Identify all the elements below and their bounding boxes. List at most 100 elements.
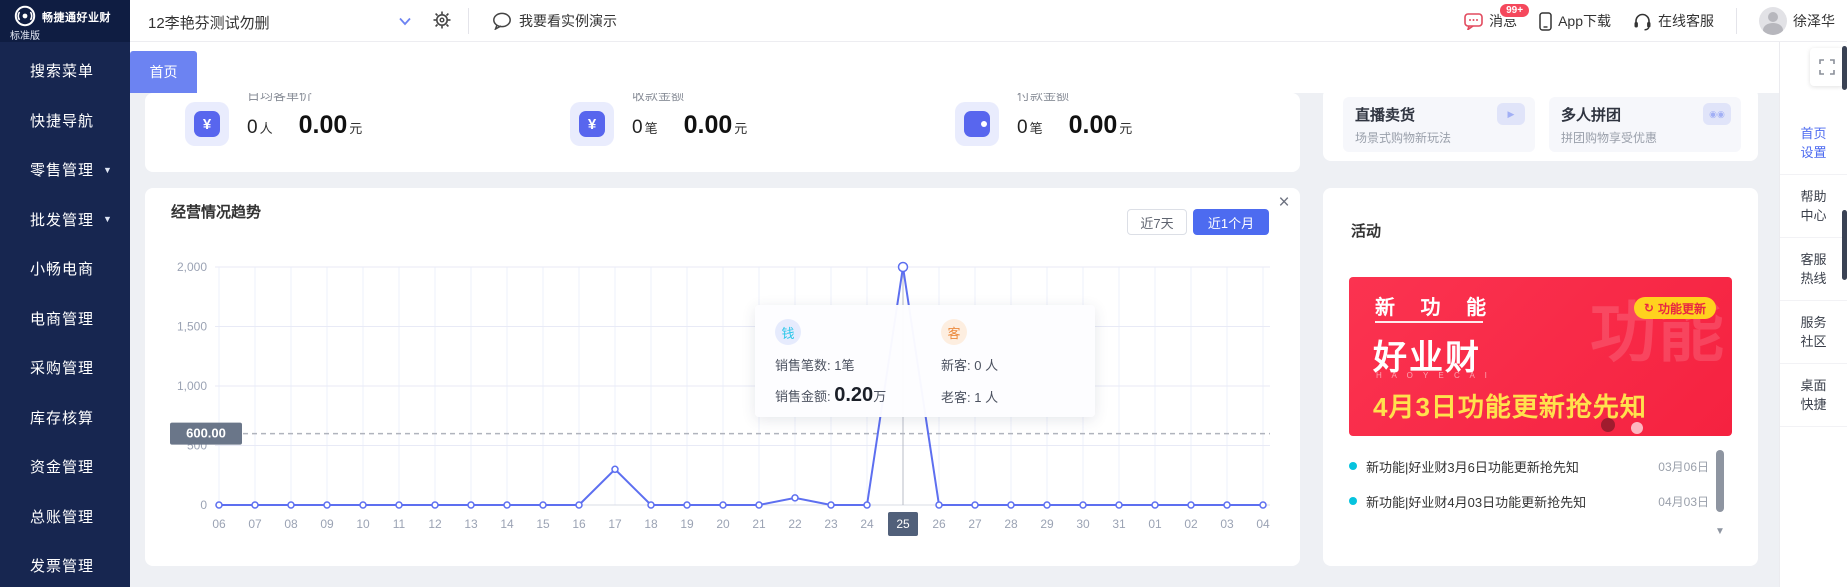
sidebar-item-搜索菜单[interactable]: 搜索菜单: [0, 46, 130, 96]
scroll-down-icon[interactable]: ▼: [1715, 526, 1725, 537]
banner-watermark: 功能: [1590, 295, 1726, 369]
stat-amount-unit: 元: [734, 121, 748, 136]
reference-value-tag: [170, 422, 242, 445]
right-nav-item-服务社区[interactable]: 服务 社区: [1780, 301, 1847, 364]
expand-icon[interactable]: [1810, 48, 1844, 86]
x-axis-tick-label: 23: [824, 517, 838, 531]
sidebar-item-label: 电商管理: [30, 310, 95, 328]
sidebar-item-总账管理[interactable]: 总账管理: [0, 492, 130, 542]
right-nav-item-桌面快捷[interactable]: 桌面 快捷: [1780, 364, 1847, 427]
sidebar-item-快捷导航[interactable]: 快捷导航: [0, 96, 130, 146]
range-7d-button[interactable]: 近7天: [1127, 209, 1187, 235]
sidebar-item-label: 发票管理: [30, 558, 95, 576]
messages-item[interactable]: 消息 99+: [1464, 2, 1532, 31]
promo-tile-多人拼团[interactable]: ◉◉ 多人拼团 拼团购物享受优惠: [1549, 97, 1741, 152]
sidebar-item-label: 批发管理: [30, 211, 95, 229]
yuan-badge-icon: ¥: [185, 102, 229, 146]
data-point-marker: [539, 501, 547, 509]
promo-banner[interactable]: 功能 ↻ 功能更新 新 功 能 好业财 H A O Y E C A I 4月3日功…: [1349, 277, 1732, 436]
logo-box[interactable]: 畅捷通好业财 标准版: [0, 0, 130, 42]
banner-update-button[interactable]: ↻ 功能更新: [1633, 297, 1716, 319]
page-scrollbar-thumb[interactable]: [1842, 46, 1847, 90]
right-nav-item-首页设置[interactable]: 首页 设置: [1780, 112, 1847, 175]
reference-value-label: 600.00: [186, 426, 226, 441]
data-point-marker: [827, 501, 835, 509]
news-item-date: 04月03日: [1658, 494, 1709, 509]
new-customers-line: 新客: 0 人: [941, 358, 999, 373]
data-point-marker: [1259, 501, 1267, 509]
sidebar-item-电商管理[interactable]: 电商管理: [0, 294, 130, 344]
data-point-marker: [215, 501, 223, 509]
banner-decor-dot: [1631, 422, 1643, 434]
x-axis-tick-label: 13: [464, 517, 478, 531]
sidebar-item-label: 采购管理: [30, 360, 95, 378]
banner-underline: [1375, 321, 1483, 323]
old-customers-line: 老客: 1 人: [941, 390, 999, 405]
stat-text: 收款金额 0 笔 0.00 元: [632, 93, 892, 146]
chevron-down-icon[interactable]: [398, 14, 412, 33]
sidebar-item-库存核算[interactable]: 库存核算: [0, 393, 130, 443]
brand-name: 畅捷通好业财: [42, 12, 111, 24]
demo-link-label: 我要看实例演示: [519, 13, 617, 29]
header-divider: [1736, 8, 1737, 34]
stat-amount: 0.00: [298, 111, 348, 139]
sidebar-item-采购管理[interactable]: 采购管理: [0, 343, 130, 393]
data-point-marker: [755, 501, 763, 509]
x-axis-tick-label: 22: [788, 517, 802, 531]
x-axis-tick-label: 28: [1004, 517, 1018, 531]
news-item[interactable]: 新功能|好业财4月03日功能更新抢先知 04月03日: [1349, 488, 1709, 514]
app-download-label: App下载: [1558, 13, 1611, 29]
gear-icon[interactable]: [432, 10, 452, 35]
x-axis-tick-label: 21: [752, 517, 766, 531]
app-download-item[interactable]: App下载: [1539, 11, 1611, 31]
x-axis-tick-label: 10: [356, 517, 370, 531]
banner-decor-dot: [1601, 418, 1615, 432]
data-point-marker: [719, 501, 727, 509]
right-nav-item-帮助中心[interactable]: 帮助 中心: [1780, 175, 1847, 238]
page-scrollbar-thumb[interactable]: [1842, 210, 1847, 280]
data-point-marker: [575, 501, 583, 509]
x-axis-tick-label: 01: [1148, 517, 1162, 531]
username: 徐泽华: [1793, 13, 1835, 29]
stat-count-unit: 人: [259, 121, 273, 136]
pos-yuan-icon: ¥: [579, 111, 605, 137]
data-point-marker: [323, 501, 331, 509]
x-axis-tick-label: 29: [1040, 517, 1054, 531]
close-icon[interactable]: ×: [1278, 192, 1290, 213]
sidebar-item-资金管理[interactable]: 资金管理: [0, 442, 130, 492]
header-divider: [468, 8, 469, 34]
range-1m-button[interactable]: 近1个月: [1193, 209, 1269, 235]
banner-letters: H A O Y E C A I: [1376, 371, 1491, 380]
stat-item: 付款金额 0 笔 0.00 元: [955, 93, 1277, 146]
data-point-marker: [1223, 501, 1231, 509]
demo-link[interactable]: 我要看实例演示: [492, 6, 617, 36]
banner-tag: 新 功 能: [1375, 297, 1497, 319]
bullet-dot-icon: [1349, 462, 1357, 470]
right-nav-item-客服热线[interactable]: 客服 热线: [1780, 238, 1847, 301]
online-service-item[interactable]: 在线客服: [1633, 11, 1714, 31]
play-video-icon: ▶: [1497, 103, 1525, 125]
promo-tile-直播卖货[interactable]: ▶ 直播卖货 场景式购物新玩法: [1343, 97, 1535, 152]
stat-values: 0 人 0.00 元: [247, 111, 362, 140]
data-point-marker: [1151, 501, 1159, 509]
sales-trend-line: [219, 266, 1263, 506]
news-item[interactable]: 新功能|好业财3月6日功能更新抢先知 03月06日: [1349, 453, 1709, 479]
x-axis-tick-label: 30: [1076, 517, 1090, 531]
sidebar-item-零售管理[interactable]: 零售管理 ▼: [0, 145, 130, 195]
sidebar-item-label: 搜索菜单: [30, 63, 95, 81]
activity-card: 活动 功能 ↻ 功能更新 新 功 能 好业财 H A O Y E C A I 4月…: [1323, 188, 1758, 566]
user-item[interactable]: 徐泽华: [1759, 7, 1835, 35]
sidebar-item-批发管理[interactable]: 批发管理 ▼: [0, 195, 130, 245]
sidebar-item-小畅电商[interactable]: 小畅电商: [0, 244, 130, 294]
banner-product: 好业财: [1373, 339, 1481, 377]
news-scrollbar-thumb[interactable]: [1716, 450, 1724, 512]
x-axis-tick-label: 09: [320, 517, 334, 531]
bullet-dot-icon: [1349, 497, 1357, 505]
sidebar: 搜索菜单快捷导航 零售管理 ▼ 批发管理 ▼ 小畅电商电商管理采购管理库存核算 资金管理 总账…: [0, 42, 130, 587]
tab-home[interactable]: 首页: [130, 51, 197, 93]
sidebar-item-发票管理[interactable]: 发票管理: [0, 541, 130, 587]
top-header: 12李艳芬测试勿删 我要看实例演示: [130, 0, 1847, 42]
stat-count-unit: 笔: [1029, 121, 1043, 136]
account-select[interactable]: 12李艳芬测试勿删: [148, 15, 270, 32]
x-axis-tick-label: 04: [1256, 517, 1270, 531]
